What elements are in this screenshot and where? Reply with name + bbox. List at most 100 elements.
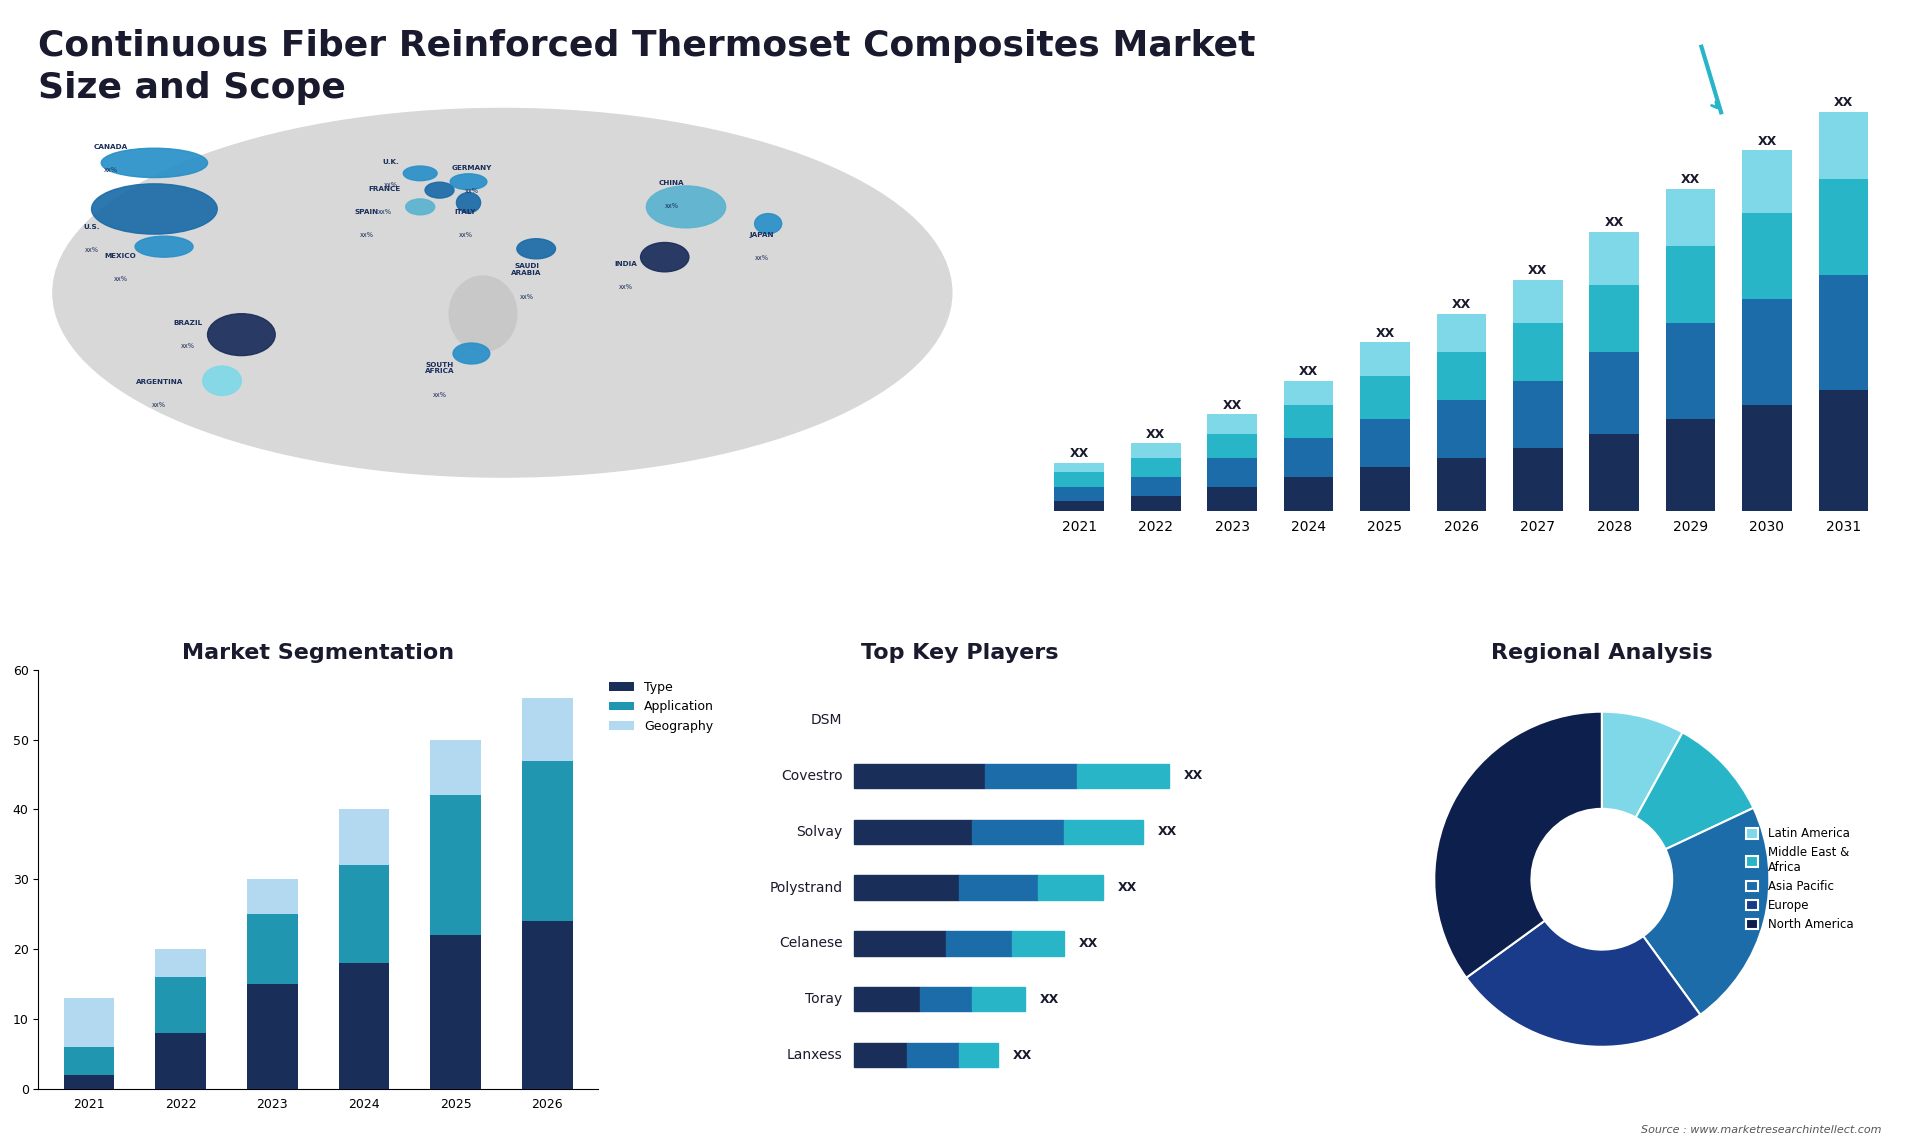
Bar xyxy=(1054,501,1104,511)
Bar xyxy=(920,987,972,1012)
Bar xyxy=(1667,189,1715,246)
Text: XX: XX xyxy=(1079,937,1098,950)
Text: XX: XX xyxy=(1757,135,1776,148)
Bar xyxy=(854,987,920,1012)
Text: SOUTH
AFRICA: SOUTH AFRICA xyxy=(424,362,455,375)
Bar xyxy=(1208,457,1258,487)
Legend: Type, Application, Geography: Type, Application, Geography xyxy=(605,676,720,738)
Text: Solvay: Solvay xyxy=(797,825,843,839)
Bar xyxy=(1208,487,1258,511)
Bar xyxy=(1741,405,1791,511)
Bar xyxy=(1131,496,1181,511)
Text: xx%: xx% xyxy=(664,203,678,209)
Text: XX: XX xyxy=(1039,992,1058,1006)
Text: Polystrand: Polystrand xyxy=(770,880,843,895)
Text: xx%: xx% xyxy=(459,231,472,238)
Ellipse shape xyxy=(516,238,555,259)
Ellipse shape xyxy=(102,148,207,178)
Wedge shape xyxy=(1636,732,1753,849)
Text: xx%: xx% xyxy=(378,209,392,215)
Bar xyxy=(430,795,480,935)
Text: ITALY: ITALY xyxy=(455,209,476,215)
Bar xyxy=(1064,819,1142,843)
Bar xyxy=(430,935,480,1089)
Ellipse shape xyxy=(134,236,194,257)
Ellipse shape xyxy=(449,276,516,352)
Text: xx%: xx% xyxy=(113,276,127,282)
Text: MEXICO: MEXICO xyxy=(106,253,136,259)
Bar xyxy=(248,879,298,915)
Bar xyxy=(338,963,390,1089)
Bar xyxy=(1208,433,1258,457)
Bar xyxy=(985,763,1077,788)
Text: BRAZIL: BRAZIL xyxy=(173,320,204,325)
Text: CANADA: CANADA xyxy=(94,144,129,150)
Text: XX: XX xyxy=(1375,327,1394,340)
Bar xyxy=(1436,352,1486,400)
Text: xx%: xx% xyxy=(104,167,117,173)
Ellipse shape xyxy=(207,314,275,355)
Bar xyxy=(854,1043,906,1067)
Text: ARGENTINA: ARGENTINA xyxy=(136,378,182,385)
Bar xyxy=(1054,487,1104,501)
Text: Source : www.marketresearchintellect.com: Source : www.marketresearchintellect.com xyxy=(1642,1124,1882,1135)
Ellipse shape xyxy=(647,186,726,228)
Text: XX: XX xyxy=(1605,217,1624,229)
Text: xx%: xx% xyxy=(618,284,634,290)
Wedge shape xyxy=(1601,712,1682,817)
Bar xyxy=(63,998,115,1046)
Bar xyxy=(1077,763,1169,788)
Text: XX: XX xyxy=(1223,399,1242,413)
Bar xyxy=(854,763,985,788)
Bar xyxy=(972,819,1064,843)
Bar xyxy=(1513,280,1563,323)
Legend: Latin America, Middle East &
Africa, Asia Pacific, Europe, North America: Latin America, Middle East & Africa, Asi… xyxy=(1741,823,1859,936)
Text: XX: XX xyxy=(1014,1049,1033,1061)
Bar xyxy=(1359,343,1409,376)
Text: xx%: xx% xyxy=(361,231,374,238)
Bar xyxy=(947,932,1012,956)
Text: xx%: xx% xyxy=(755,256,768,261)
Bar xyxy=(1741,299,1791,405)
Bar xyxy=(1012,932,1064,956)
Bar xyxy=(338,865,390,963)
Text: FRANCE: FRANCE xyxy=(369,186,401,191)
Bar xyxy=(1513,380,1563,448)
Bar xyxy=(156,949,205,978)
Text: INDIA: INDIA xyxy=(614,261,637,267)
Bar xyxy=(960,876,1037,900)
Text: XX: XX xyxy=(1146,427,1165,441)
Bar xyxy=(63,1046,115,1075)
Ellipse shape xyxy=(453,343,490,364)
Bar xyxy=(156,978,205,1033)
Bar xyxy=(1208,415,1258,433)
Bar xyxy=(1284,439,1332,477)
Bar xyxy=(1667,323,1715,419)
Bar xyxy=(1359,419,1409,468)
Ellipse shape xyxy=(204,366,242,395)
Bar xyxy=(430,739,480,795)
Bar xyxy=(156,1033,205,1089)
Bar xyxy=(1037,876,1104,900)
Text: xx%: xx% xyxy=(180,343,196,350)
Bar xyxy=(1590,231,1640,284)
Bar xyxy=(960,1043,998,1067)
Text: XX: XX xyxy=(1528,265,1548,277)
Bar xyxy=(1513,323,1563,380)
Bar xyxy=(1436,457,1486,511)
Text: U.S.: U.S. xyxy=(83,223,100,229)
Bar xyxy=(1284,380,1332,405)
Bar xyxy=(1513,448,1563,511)
Text: XX: XX xyxy=(1183,769,1202,783)
Bar xyxy=(1590,352,1640,433)
Text: GERMANY: GERMANY xyxy=(451,165,492,171)
Bar xyxy=(1667,419,1715,511)
Ellipse shape xyxy=(424,182,453,198)
Text: xx%: xx% xyxy=(384,182,397,188)
Bar xyxy=(248,915,298,984)
Ellipse shape xyxy=(457,193,480,213)
Bar xyxy=(1131,477,1181,496)
Bar xyxy=(1590,284,1640,352)
Text: XX: XX xyxy=(1069,447,1089,461)
Ellipse shape xyxy=(92,183,217,234)
